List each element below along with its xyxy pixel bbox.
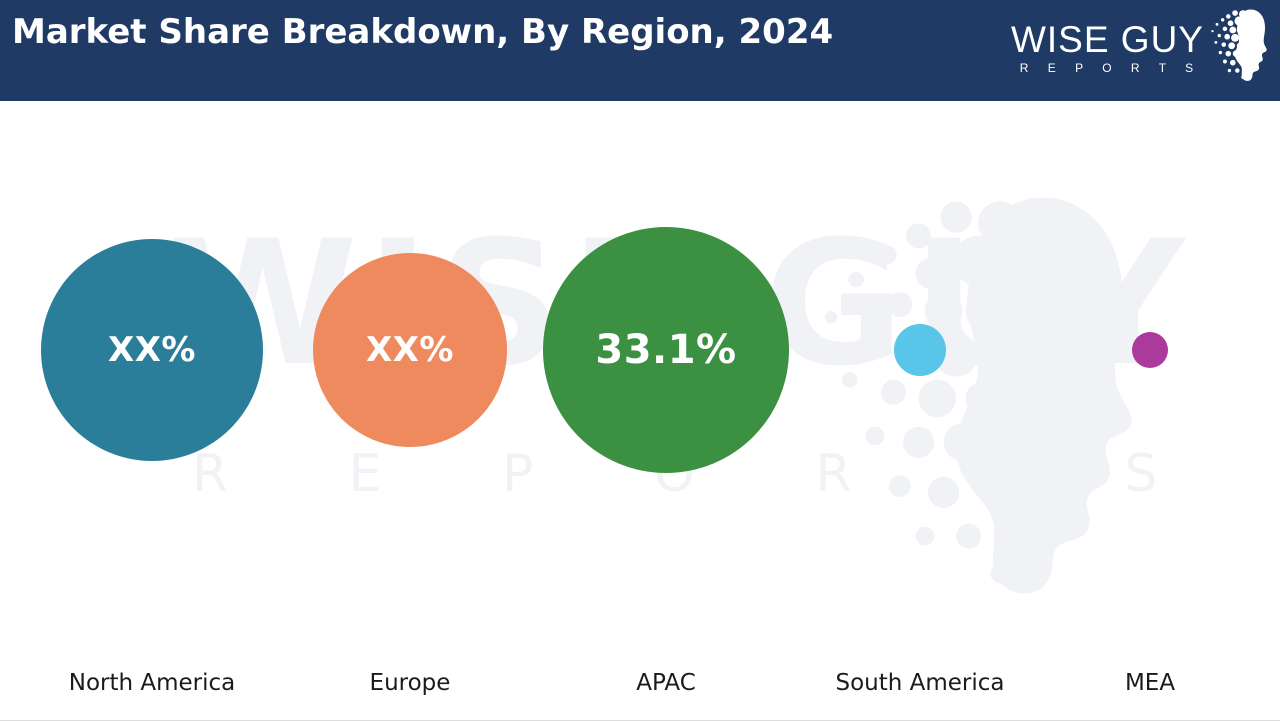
page-title: Market Share Breakdown, By Region, 2024 [12, 12, 834, 52]
bubble-value-north-america: XX% [108, 330, 196, 370]
bubble-apac: 33.1% [543, 227, 789, 473]
wiseguy-logo: WISE GUY R E P O R T S [1011, 0, 1280, 88]
bubble-europe: XX% [313, 253, 507, 447]
category-label-europe: Europe [369, 670, 451, 696]
category-label-north-america: North America [68, 670, 236, 696]
watermark-face-icon [806, 192, 1150, 630]
category-label-apac: APAC [636, 670, 696, 696]
bubble-mea [1132, 332, 1168, 368]
logo-wordmark: WISE GUY [1010, 18, 1204, 60]
bubble-south-america [894, 324, 946, 376]
category-label-south-america: South America [835, 670, 1005, 696]
bubble-north-america: XX% [41, 239, 263, 461]
logo-face-icon [1208, 8, 1270, 88]
header-bar: Market Share Breakdown, By Region, 2024 … [0, 0, 1280, 101]
bubble-value-apac: 33.1% [595, 327, 737, 373]
logo-subtext: R E P O R T S [1019, 61, 1202, 76]
logo-text: WISE GUY R E P O R T S [1010, 18, 1204, 76]
category-label-mea: MEA [1124, 670, 1176, 696]
bubble-value-europe: XX% [366, 330, 454, 370]
